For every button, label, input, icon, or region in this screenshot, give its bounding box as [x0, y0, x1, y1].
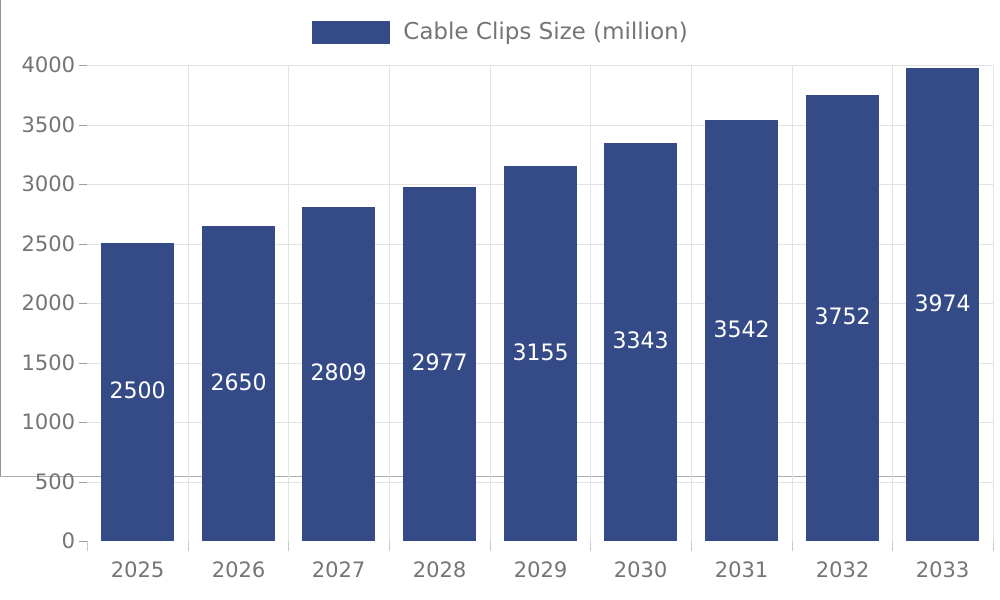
y-tick-label: 3500 [21, 113, 75, 137]
bar[interactable]: 2500 [101, 243, 174, 541]
x-tick-label: 2028 [412, 558, 467, 582]
bar[interactable]: 2650 [202, 226, 275, 541]
y-tick-label: 4000 [21, 53, 75, 77]
bar[interactable]: 3752 [806, 95, 879, 541]
legend-swatch [312, 20, 391, 44]
bar-value-label: 2977 [411, 351, 468, 376]
x-tick [892, 541, 893, 551]
x-tick-label: 2033 [915, 558, 970, 582]
bar[interactable]: 2809 [302, 207, 375, 541]
gridline-v [892, 65, 893, 541]
gridline-h [87, 65, 993, 66]
y-tick [79, 422, 87, 423]
x-tick [188, 541, 189, 551]
gridline-v [389, 65, 390, 541]
bar-value-label: 3155 [512, 340, 569, 366]
x-tick-label: 2030 [613, 558, 668, 582]
gridline-v [490, 65, 491, 541]
bar[interactable]: 3155 [504, 166, 577, 541]
bar[interactable]: 3974 [906, 68, 979, 541]
x-tick-label: 2031 [714, 558, 769, 582]
x-tick [993, 541, 994, 551]
gridline-v [590, 65, 591, 541]
legend[interactable]: Cable Clips Size (million) [0, 19, 1000, 45]
bar-value-label: 2500 [109, 379, 166, 404]
y-tick-label: 3000 [21, 172, 75, 196]
x-tick [792, 541, 793, 551]
x-tick [490, 541, 491, 551]
x-tick-label: 2032 [815, 558, 870, 582]
y-tick [79, 184, 87, 185]
gridline-v [993, 65, 994, 541]
bar[interactable]: 2977 [403, 187, 476, 541]
x-tick [691, 541, 692, 551]
x-tick [389, 541, 390, 551]
bar[interactable]: 3542 [705, 120, 778, 541]
y-tick [79, 303, 87, 304]
x-tick-label: 2027 [311, 558, 366, 582]
y-tick-label: 2000 [21, 291, 75, 315]
y-tick [79, 244, 87, 245]
bar-value-label: 2650 [210, 370, 267, 396]
gridline-h [87, 125, 993, 126]
y-tick-label: 2500 [21, 232, 75, 256]
y-tick [79, 541, 87, 542]
y-tick [79, 125, 87, 126]
x-tick-label: 2026 [211, 558, 266, 582]
y-tick-label: 0 [61, 529, 75, 553]
x-tick [288, 541, 289, 551]
y-axis-line [0, 0, 1, 476]
bar-value-label: 3974 [914, 291, 971, 317]
x-tick-label: 2025 [110, 558, 165, 582]
gridline-v [188, 65, 189, 541]
y-tick-label: 500 [34, 470, 75, 494]
gridline-v [288, 65, 289, 541]
y-tick [79, 482, 87, 483]
legend-label: Cable Clips Size (million) [403, 19, 688, 45]
gridline-v [691, 65, 692, 541]
x-tick [590, 541, 591, 551]
bar-value-label: 2809 [310, 361, 367, 386]
y-tick [79, 363, 87, 364]
gridline-v [792, 65, 793, 541]
bar-value-label: 3752 [814, 305, 871, 330]
bar-value-label: 3343 [612, 329, 669, 354]
x-tick-label: 2029 [513, 558, 568, 582]
x-tick [87, 541, 88, 551]
bar-value-label: 3542 [713, 317, 770, 343]
y-tick-label: 1000 [21, 410, 75, 434]
y-tick-label: 1500 [21, 351, 75, 375]
bar[interactable]: 3343 [604, 143, 677, 541]
y-tick [79, 65, 87, 66]
